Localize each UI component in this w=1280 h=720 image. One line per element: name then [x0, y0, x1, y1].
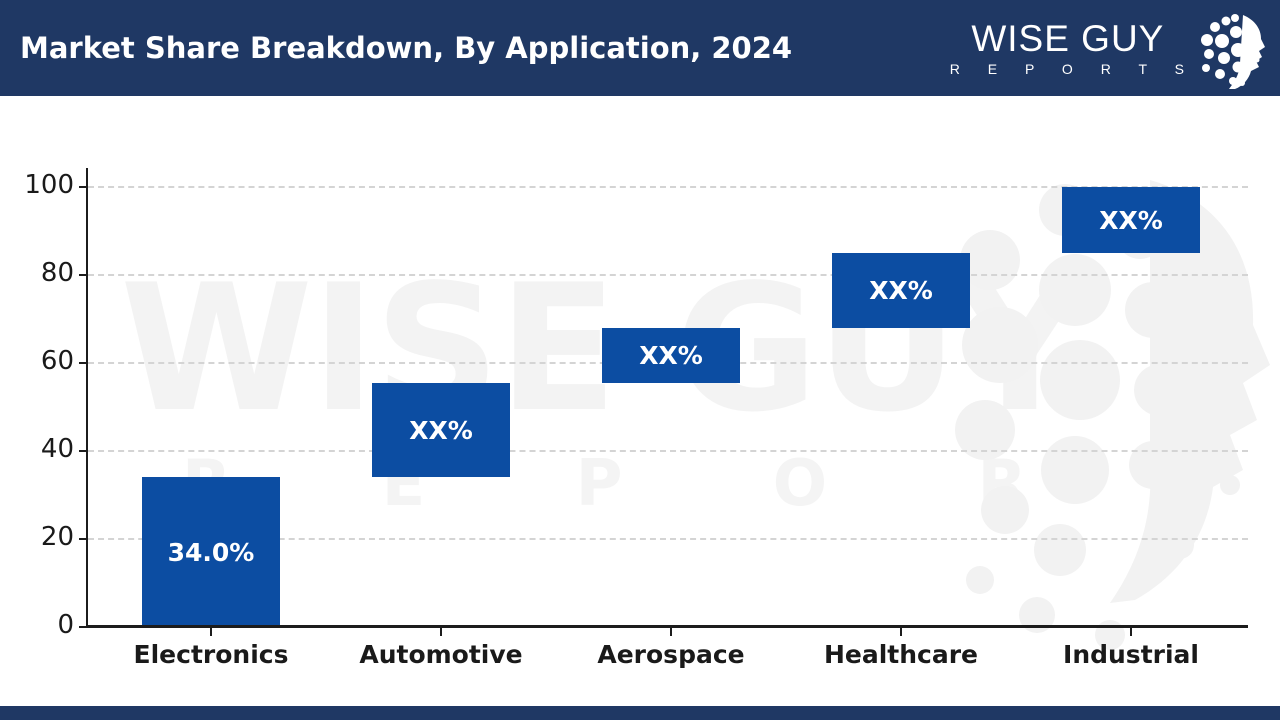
logo-wiseguy-label: WISE GUY	[971, 18, 1165, 59]
bar: XX%	[1062, 187, 1200, 253]
y-tick-label: 20	[40, 522, 74, 552]
y-axis-tick	[79, 186, 88, 188]
bar-value-label: XX%	[639, 340, 703, 370]
logo-reports-label: R E P O R T S	[949, 61, 1196, 77]
y-axis-tick	[79, 450, 88, 452]
chart-title: Market Share Breakdown, By Application, …	[20, 31, 793, 65]
y-axis-line	[86, 168, 88, 627]
y-tick-label: 0	[57, 610, 74, 640]
y-axis-tick	[79, 538, 88, 540]
x-tick-label: Automotive	[359, 640, 523, 669]
gridline	[88, 538, 1248, 540]
gridline	[88, 274, 1248, 276]
footer-bar	[0, 706, 1280, 720]
gridline	[88, 450, 1248, 452]
bar: XX%	[372, 382, 510, 478]
y-tick-label: 80	[40, 258, 74, 288]
x-axis-tick	[1130, 627, 1132, 636]
x-tick-label: Aerospace	[597, 640, 745, 669]
x-axis-tick	[210, 627, 212, 636]
x-tick-label: Healthcare	[823, 640, 979, 669]
bar: XX%	[832, 253, 970, 328]
y-tick-label: 60	[40, 346, 74, 376]
bar-value-label: XX%	[869, 275, 933, 305]
bar-value-label: 34.0%	[167, 537, 255, 567]
y-tick-label: 100	[24, 170, 74, 200]
bar: XX%	[602, 327, 740, 383]
x-axis-tick	[440, 627, 442, 636]
y-axis-tick	[79, 362, 88, 364]
wise-guy-reports-logo: WISE GUY R E P O R T S	[950, 4, 1268, 92]
logo-head-icon	[1201, 14, 1265, 89]
x-tick-label: Industrial	[1063, 640, 1199, 669]
x-axis-line	[86, 625, 1248, 628]
gridline	[88, 186, 1248, 188]
bar-value-label: XX%	[409, 415, 473, 445]
logo-text: WISE GUY R E P O R T S	[940, 18, 1196, 78]
x-axis-tick	[900, 627, 902, 636]
header-bar: Market Share Breakdown, By Application, …	[0, 0, 1280, 96]
y-tick-label: 40	[40, 434, 74, 464]
bar: 34.0%	[142, 477, 280, 627]
y-axis-tick	[79, 626, 88, 628]
y-axis-tick	[79, 274, 88, 276]
x-axis-tick	[670, 627, 672, 636]
bar-value-label: XX%	[1099, 205, 1163, 235]
x-tick-label: Electronics	[133, 640, 289, 669]
